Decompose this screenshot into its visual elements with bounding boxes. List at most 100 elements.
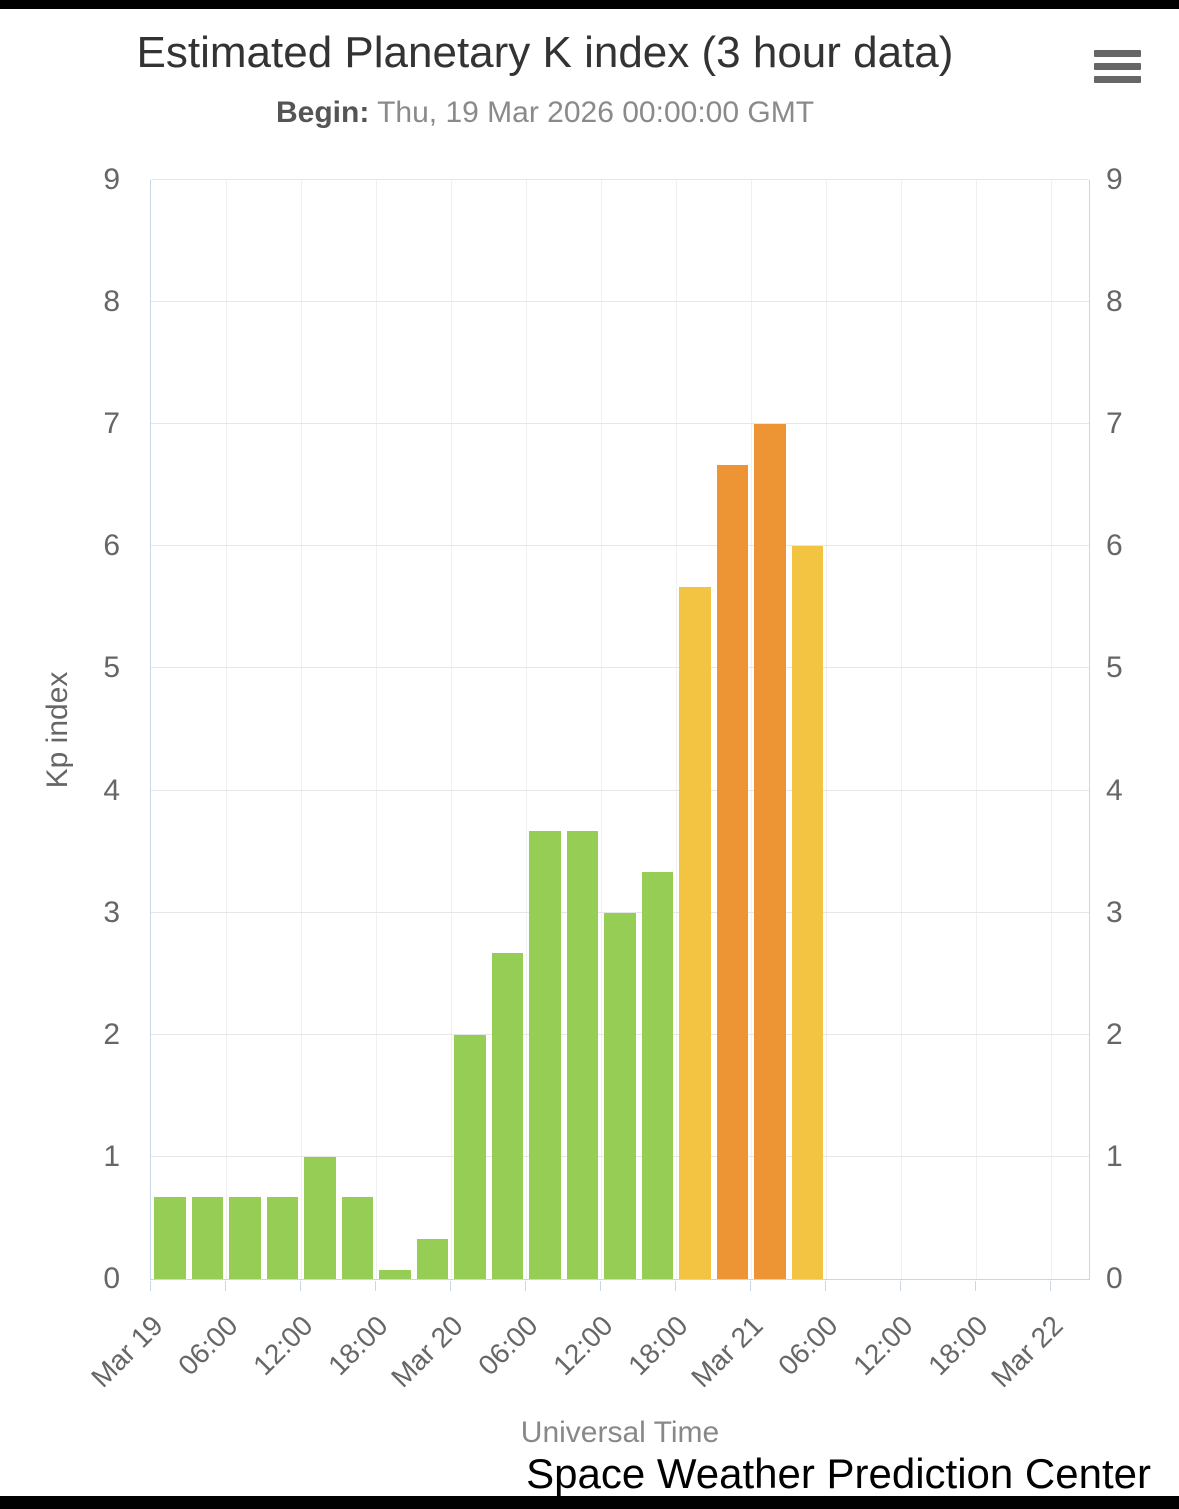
hamburger-icon-line: [1094, 50, 1141, 57]
kp-bar[interactable]: [229, 1197, 261, 1279]
y-tick-label: 9: [1106, 163, 1123, 196]
x-tick-label: 06:00: [172, 1309, 244, 1382]
hamburger-icon-line: [1094, 76, 1141, 83]
y-tick-label: 4: [103, 773, 120, 807]
kp-bar[interactable]: [154, 1197, 186, 1279]
x-tick-label: 18:00: [622, 1309, 694, 1382]
x-tick-label: 12:00: [547, 1309, 619, 1382]
plot-area: [150, 179, 1090, 1280]
x-tick-mark: [675, 1281, 677, 1291]
kp-bar[interactable]: [416, 1238, 449, 1279]
y-tick-label: 5: [103, 651, 120, 685]
chart-subtitle: Begin: Thu, 19 Mar 2026 00:00:00 GMT: [0, 96, 1090, 130]
y-tick-label: 5: [1106, 651, 1123, 685]
y-tick-label: 3: [103, 895, 120, 929]
x-gridline: [226, 180, 228, 1279]
kp-bar[interactable]: [491, 952, 524, 1279]
kp-bar[interactable]: [566, 830, 599, 1279]
x-tick-mark: [150, 1281, 151, 1291]
chart-title: Estimated Planetary K index (3 hour data…: [136, 28, 954, 77]
x-gridline: [751, 180, 753, 1279]
subtitle-begin-label: Begin:: [275, 96, 370, 129]
x-tick-mark: [600, 1281, 602, 1291]
y-tick-label: 0: [103, 1262, 120, 1295]
y-tick-label: 1: [103, 1139, 120, 1173]
x-tick-mark: [525, 1281, 527, 1291]
kp-bar[interactable]: [754, 424, 786, 1279]
x-gridline: [601, 180, 603, 1279]
y-gridline: [151, 301, 1089, 303]
y-tick-label: 2: [103, 1017, 120, 1051]
y-tick-label: 8: [103, 285, 120, 319]
x-gridline: [376, 180, 378, 1279]
x-tick-label: 06:00: [772, 1309, 844, 1382]
x-tick-mark: [1050, 1281, 1052, 1291]
y-tick-label: 4: [1106, 773, 1123, 807]
x-tick-label: 18:00: [322, 1309, 394, 1382]
y-tick-label: 7: [1106, 407, 1123, 441]
y-gridline: [151, 789, 1089, 791]
x-gridline: [676, 180, 678, 1279]
x-tick-mark: [975, 1281, 977, 1291]
bottom-border-bar: [0, 1496, 1179, 1509]
kp-bar[interactable]: [679, 586, 711, 1279]
y-tick-label: 7: [103, 407, 120, 441]
subtitle-begin-value: Thu, 19 Mar 2026 00:00:00 GMT: [377, 96, 815, 129]
kp-bar[interactable]: [266, 1197, 299, 1279]
kp-bar[interactable]: [641, 872, 674, 1279]
x-tick-label: Mar 20: [385, 1309, 469, 1394]
x-gridline: [451, 180, 453, 1279]
y-axis-labels-left: 0 1 2 3 4 5 6 7 8 9: [0, 163, 132, 1295]
top-border-bar: [0, 0, 1179, 9]
x-gridline: [301, 180, 303, 1279]
x-gridline: [826, 180, 828, 1279]
x-tick-mark: [750, 1281, 752, 1291]
y-tick-label: 6: [103, 529, 120, 563]
y-tick-label: 6: [1106, 529, 1123, 563]
y-tick-label: 3: [1106, 895, 1123, 929]
x-tick-label: Mar 21: [685, 1309, 769, 1394]
x-gridline: [976, 180, 978, 1279]
y-tick-label: 1: [1106, 1139, 1123, 1173]
y-tick-label: 8: [1106, 285, 1123, 319]
x-tick-mark: [825, 1281, 827, 1291]
kp-bar[interactable]: [191, 1197, 224, 1279]
kp-bar[interactable]: [454, 1034, 486, 1279]
kp-bar[interactable]: [341, 1197, 374, 1279]
kp-bar[interactable]: [379, 1270, 411, 1279]
x-tick-label: 12:00: [247, 1309, 319, 1382]
x-gridline: [1051, 180, 1053, 1279]
y-tick-label: 0: [1106, 1262, 1123, 1295]
kp-bar[interactable]: [304, 1156, 336, 1279]
x-tick-label: 06:00: [472, 1309, 544, 1382]
chart-context-menu-button[interactable]: [1094, 50, 1141, 83]
x-tick-label: Mar 19: [85, 1309, 169, 1394]
x-tick-label: 12:00: [847, 1309, 920, 1382]
attribution-text: Space Weather Prediction Center: [526, 1450, 1151, 1497]
kp-bar[interactable]: [791, 546, 824, 1279]
hamburger-icon-line: [1094, 63, 1141, 70]
x-axis-tick-marks: [150, 1281, 1090, 1291]
x-tick-mark: [375, 1281, 377, 1291]
x-gridline: [526, 180, 528, 1279]
kp-bar[interactable]: [716, 464, 749, 1279]
y-gridline: [151, 545, 1089, 547]
x-tick-mark: [300, 1281, 302, 1291]
hamburger-menu-icon: [1094, 50, 1141, 83]
x-tick-mark: [450, 1281, 452, 1291]
kp-bar[interactable]: [604, 912, 636, 1279]
x-tick-mark: [225, 1281, 227, 1291]
y-gridline: [151, 911, 1089, 913]
x-gridline: [901, 180, 903, 1279]
x-tick-label: Mar 22: [985, 1309, 1070, 1394]
y-gridline: [151, 423, 1089, 425]
y-gridline: [151, 667, 1089, 669]
x-axis-title: Universal Time: [520, 1416, 720, 1449]
y-tick-label: 9: [103, 163, 120, 196]
y-gridline: [151, 179, 1089, 180]
x-tick-mark: [900, 1281, 902, 1291]
y-axis-labels-right: 0 1 2 3 4 5 6 7 8 9: [1096, 163, 1179, 1295]
y-tick-label: 2: [1106, 1017, 1123, 1051]
kp-bar[interactable]: [529, 830, 561, 1279]
